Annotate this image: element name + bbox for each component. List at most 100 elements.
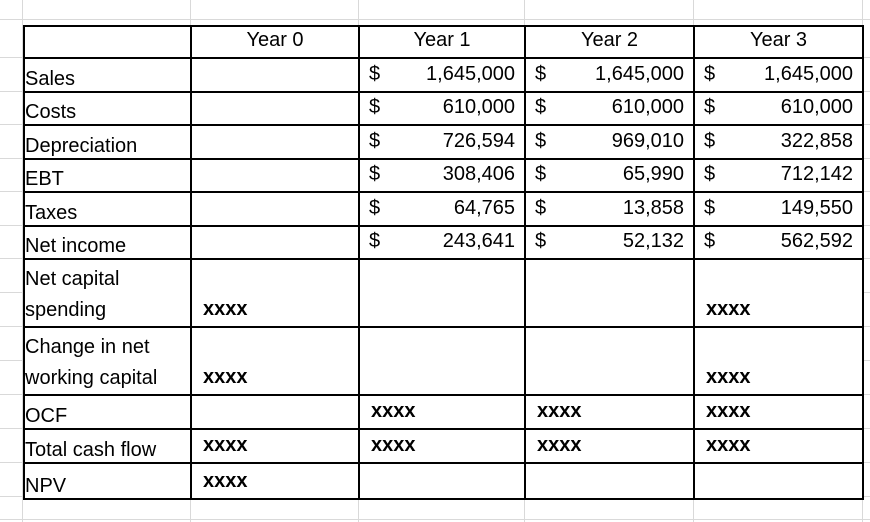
cell-net-income-year-0[interactable]: [190, 225, 360, 260]
cell-ebt-year-1[interactable]: $308,406: [358, 158, 526, 193]
row-label-depreciation[interactable]: Depreciation: [23, 124, 192, 160]
currency-cell-content: $65,990: [527, 163, 692, 190]
currency-symbol: $: [369, 230, 381, 252]
row-label-sales[interactable]: Sales: [23, 57, 192, 93]
cell-net-capital-spending-year-3[interactable]: xxxx: [693, 258, 864, 328]
currency-cell-content: $1,645,000: [527, 63, 692, 90]
placeholder-value: xxxx: [537, 434, 582, 456]
cell-total-cash-flow-year-1[interactable]: xxxx: [358, 428, 526, 464]
cell-sales-year-0[interactable]: [190, 57, 360, 93]
cell-ebt-year-3[interactable]: $712,142: [693, 158, 864, 193]
cell-taxes-year-0[interactable]: [190, 191, 360, 227]
cell-value: 243,641: [442, 230, 515, 252]
currency-symbol: $: [369, 96, 381, 118]
column-header-year-1[interactable]: Year 1: [358, 25, 526, 59]
cell-net-income-year-3[interactable]: $562,592: [693, 225, 864, 260]
cell-taxes-year-3[interactable]: $149,550: [693, 191, 864, 227]
row-label-npv[interactable]: NPV: [23, 462, 192, 500]
row-label-net-income[interactable]: Net income: [23, 225, 192, 260]
currency-cell-content: $969,010: [527, 130, 692, 157]
cell-value: 1,645,000: [595, 63, 684, 85]
cell-npv-year-1[interactable]: [358, 462, 526, 500]
currency-cell-content: $610,000: [696, 96, 861, 123]
cell-taxes-year-2[interactable]: $13,858: [524, 191, 695, 227]
cell-value: 64,765: [453, 197, 515, 219]
currency-symbol: $: [369, 63, 381, 85]
cell-costs-year-0[interactable]: [190, 91, 360, 126]
cell-value: 322,858: [780, 130, 853, 152]
column-header-year-0[interactable]: Year 0: [190, 25, 360, 59]
cell-ebt-year-2[interactable]: $65,990: [524, 158, 695, 193]
cell-ocf-year-3[interactable]: xxxx: [693, 394, 864, 430]
currency-cell-content: $322,858: [696, 130, 861, 157]
table-row-ebt: EBT $308,406 $65,990 $712,142: [23, 158, 864, 193]
currency-cell-content: $610,000: [361, 96, 523, 123]
cell-ocf-year-1[interactable]: xxxx: [358, 394, 526, 430]
table-row-costs: Costs $610,000 $610,000 $610,000: [23, 91, 864, 126]
currency-symbol: $: [704, 230, 716, 252]
placeholder-value: xxxx: [537, 400, 582, 422]
currency-symbol: $: [535, 230, 547, 252]
placeholder-value: xxxx: [371, 434, 416, 456]
row-label-taxes[interactable]: Taxes: [23, 191, 192, 227]
cell-npv-year-0[interactable]: xxxx: [190, 462, 360, 500]
cell-sales-year-3[interactable]: $1,645,000: [693, 57, 864, 93]
cell-ocf-year-2[interactable]: xxxx: [524, 394, 695, 430]
gridline-horizontal: [0, 19, 870, 20]
row-label-ocf[interactable]: OCF: [23, 394, 192, 430]
column-header-year-2[interactable]: Year 2: [524, 25, 695, 59]
corner-cell[interactable]: [23, 25, 192, 59]
cell-total-cash-flow-year-3[interactable]: xxxx: [693, 428, 864, 464]
currency-cell-content: $562,592: [696, 230, 861, 257]
table-row-change-in-net-working-capital: Change in net working capital xxxx xxxx: [23, 326, 864, 396]
cell-value: 65,990: [622, 163, 684, 185]
row-label-change-in-net-working-capital[interactable]: Change in net working capital: [23, 326, 192, 396]
placeholder-value: xxxx: [203, 366, 248, 388]
cell-sales-year-2[interactable]: $1,645,000: [524, 57, 695, 93]
cell-change-in-net-working-capital-year-0[interactable]: xxxx: [190, 326, 360, 396]
row-label-net-capital-spending[interactable]: Net capital spending: [23, 258, 192, 328]
cell-depreciation-year-3[interactable]: $322,858: [693, 124, 864, 160]
cell-net-capital-spending-year-0[interactable]: xxxx: [190, 258, 360, 328]
cell-depreciation-year-2[interactable]: $969,010: [524, 124, 695, 160]
cell-value: 149,550: [780, 197, 853, 219]
cell-value: 1,645,000: [426, 63, 515, 85]
currency-cell-content: $13,858: [527, 197, 692, 224]
cell-net-capital-spending-year-1[interactable]: [358, 258, 526, 328]
cell-change-in-net-working-capital-year-1[interactable]: [358, 326, 526, 396]
cell-value: 610,000: [780, 96, 853, 118]
cell-value: 562,592: [780, 230, 853, 252]
cell-value: 969,010: [611, 130, 684, 152]
currency-symbol: $: [704, 130, 716, 152]
cell-depreciation-year-0[interactable]: [190, 124, 360, 160]
cell-sales-year-1[interactable]: $1,645,000: [358, 57, 526, 93]
cell-depreciation-year-1[interactable]: $726,594: [358, 124, 526, 160]
cell-costs-year-3[interactable]: $610,000: [693, 91, 864, 126]
row-label-ebt[interactable]: EBT: [23, 158, 192, 193]
currency-symbol: $: [535, 130, 547, 152]
cell-total-cash-flow-year-0[interactable]: xxxx: [190, 428, 360, 464]
row-label-total-cash-flow[interactable]: Total cash flow: [23, 428, 192, 464]
cell-value: 726,594: [442, 130, 515, 152]
cell-net-capital-spending-year-2[interactable]: [524, 258, 695, 328]
currency-cell-content: $1,645,000: [361, 63, 523, 90]
gridline-vertical: [22, 0, 23, 522]
column-header-year-3[interactable]: Year 3: [693, 25, 864, 59]
cell-npv-year-2[interactable]: [524, 462, 695, 500]
cell-npv-year-3[interactable]: [693, 462, 864, 500]
cell-ebt-year-0[interactable]: [190, 158, 360, 193]
row-label-costs[interactable]: Costs: [23, 91, 192, 126]
currency-symbol: $: [369, 130, 381, 152]
currency-symbol: $: [704, 197, 716, 219]
cell-change-in-net-working-capital-year-3[interactable]: xxxx: [693, 326, 864, 396]
cell-net-income-year-1[interactable]: $243,641: [358, 225, 526, 260]
cell-total-cash-flow-year-2[interactable]: xxxx: [524, 428, 695, 464]
cell-taxes-year-1[interactable]: $64,765: [358, 191, 526, 227]
cell-costs-year-1[interactable]: $610,000: [358, 91, 526, 126]
table-row-taxes: Taxes $64,765 $13,858 $149,550: [23, 191, 864, 227]
cell-costs-year-2[interactable]: $610,000: [524, 91, 695, 126]
cell-ocf-year-0[interactable]: [190, 394, 360, 430]
placeholder-value: xxxx: [706, 434, 751, 456]
cell-change-in-net-working-capital-year-2[interactable]: [524, 326, 695, 396]
cell-net-income-year-2[interactable]: $52,132: [524, 225, 695, 260]
